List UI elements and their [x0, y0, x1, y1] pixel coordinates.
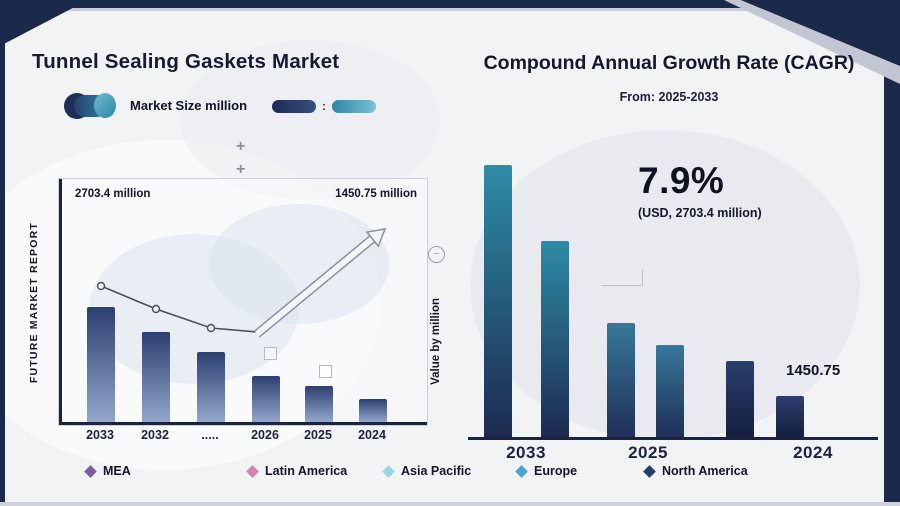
- cagr-note: (USD, 2703.4 million): [638, 206, 762, 220]
- right-bar-2025-bar-1: [607, 323, 635, 437]
- plus-icon: +: [236, 138, 246, 155]
- legend-label: Europe: [534, 464, 578, 478]
- left-bar-.....: [197, 352, 225, 422]
- right-chart-subtitle: From: 2025-2033: [619, 90, 719, 104]
- legend-diamond-icon: [246, 464, 259, 478]
- plus-icon: +: [236, 161, 246, 178]
- right-bar-2024-bar-2: [776, 396, 804, 437]
- left-x-label: 2024: [358, 428, 386, 442]
- legend-label: Asia Pacific: [401, 464, 472, 478]
- frame-bottom-bar: [0, 502, 900, 506]
- frame-top-gray-bar: [0, 8, 900, 11]
- legend-item-mea: MEA: [84, 464, 131, 478]
- pill-teal-icon: [332, 99, 376, 113]
- left-chart-ylabel: FUTURE MARKET REPORT: [28, 222, 40, 384]
- value-label-1450: 1450.75: [786, 362, 841, 379]
- right-x-label: 2024: [793, 443, 833, 462]
- cagr-value: 7.9%: [638, 160, 725, 201]
- cagr-stat-block: 7.9% (USD, 2703.4 million): [638, 160, 762, 220]
- right-chart-ylabel: Value by million: [430, 298, 442, 385]
- right-bar-2033-bar-1: [484, 165, 512, 437]
- left-bar-2032: [142, 332, 170, 422]
- legend-label: North America: [662, 464, 748, 478]
- legend-item-latin-america: Latin America: [246, 464, 348, 478]
- left-bar-2024: [359, 399, 387, 422]
- annotation-left: 2703.4 million: [75, 188, 151, 200]
- mini-square-icon: [319, 365, 332, 378]
- mini-square-icon: [264, 347, 277, 360]
- pill-separator: :: [322, 99, 326, 113]
- minus-circle-icon: −: [428, 246, 445, 263]
- legend-diamond-icon: [382, 464, 395, 478]
- left-chart-title: Tunnel Sealing Gaskets Market: [32, 50, 340, 73]
- left-bar-2033: [87, 307, 115, 422]
- legend-diamond-icon: [515, 464, 528, 478]
- left-x-label: .....: [201, 428, 219, 442]
- legend-diamond-icon: [643, 464, 656, 478]
- legend-item-europe: Europe: [515, 464, 578, 478]
- right-chart-title: Compound Annual Growth Rate (CAGR): [483, 52, 855, 74]
- market-size-cylinder-icon: [64, 92, 118, 119]
- step-decoration-icon: [602, 270, 643, 286]
- x-axis-baseline: [468, 437, 878, 440]
- market-size-row: Market Size million: [64, 92, 247, 119]
- pill-dark-icon: [272, 99, 316, 113]
- size-indicator-pills: :: [272, 99, 376, 113]
- frame-top-bar: [0, 0, 900, 8]
- right-bar-2033-bar-2: [541, 241, 569, 437]
- legend-item-asia-pacific: Asia Pacific: [382, 464, 472, 478]
- right-bar-2025-bar-2: [656, 345, 684, 437]
- right-chart: 2033 2025 2024 1450.75: [468, 160, 882, 466]
- left-x-label: 2033: [86, 428, 114, 442]
- bottom-legend: MEA Latin America Asia Pacific Europe North …: [0, 464, 900, 486]
- market-size-label: Market Size million: [130, 98, 248, 113]
- legend-label: Latin America: [265, 464, 348, 478]
- background-blob: [180, 40, 440, 200]
- legend-label: MEA: [103, 464, 131, 478]
- annotation-right: 1450.75 million: [335, 188, 417, 200]
- left-bar-2026: [252, 376, 280, 422]
- left-x-label: 2032: [141, 428, 169, 442]
- right-x-label: 2033: [506, 443, 546, 462]
- left-x-label: 2026: [251, 428, 279, 442]
- frame-left-bar: [0, 0, 5, 506]
- left-bar-2025: [305, 386, 333, 422]
- left-chart-panel: 2703.4 million 1450.75 million: [58, 178, 428, 426]
- right-bar-2024-bar-1: [726, 361, 754, 437]
- legend-diamond-icon: [84, 464, 97, 478]
- left-x-label: 2025: [304, 428, 332, 442]
- legend-item-north-america: North America: [643, 464, 748, 478]
- left-x-labels: 2033 2032..... 2026 2025 2024: [58, 428, 428, 444]
- right-x-label: 2025: [628, 443, 668, 462]
- frame-right-bar: [884, 0, 900, 506]
- panel-blob: [209, 204, 389, 324]
